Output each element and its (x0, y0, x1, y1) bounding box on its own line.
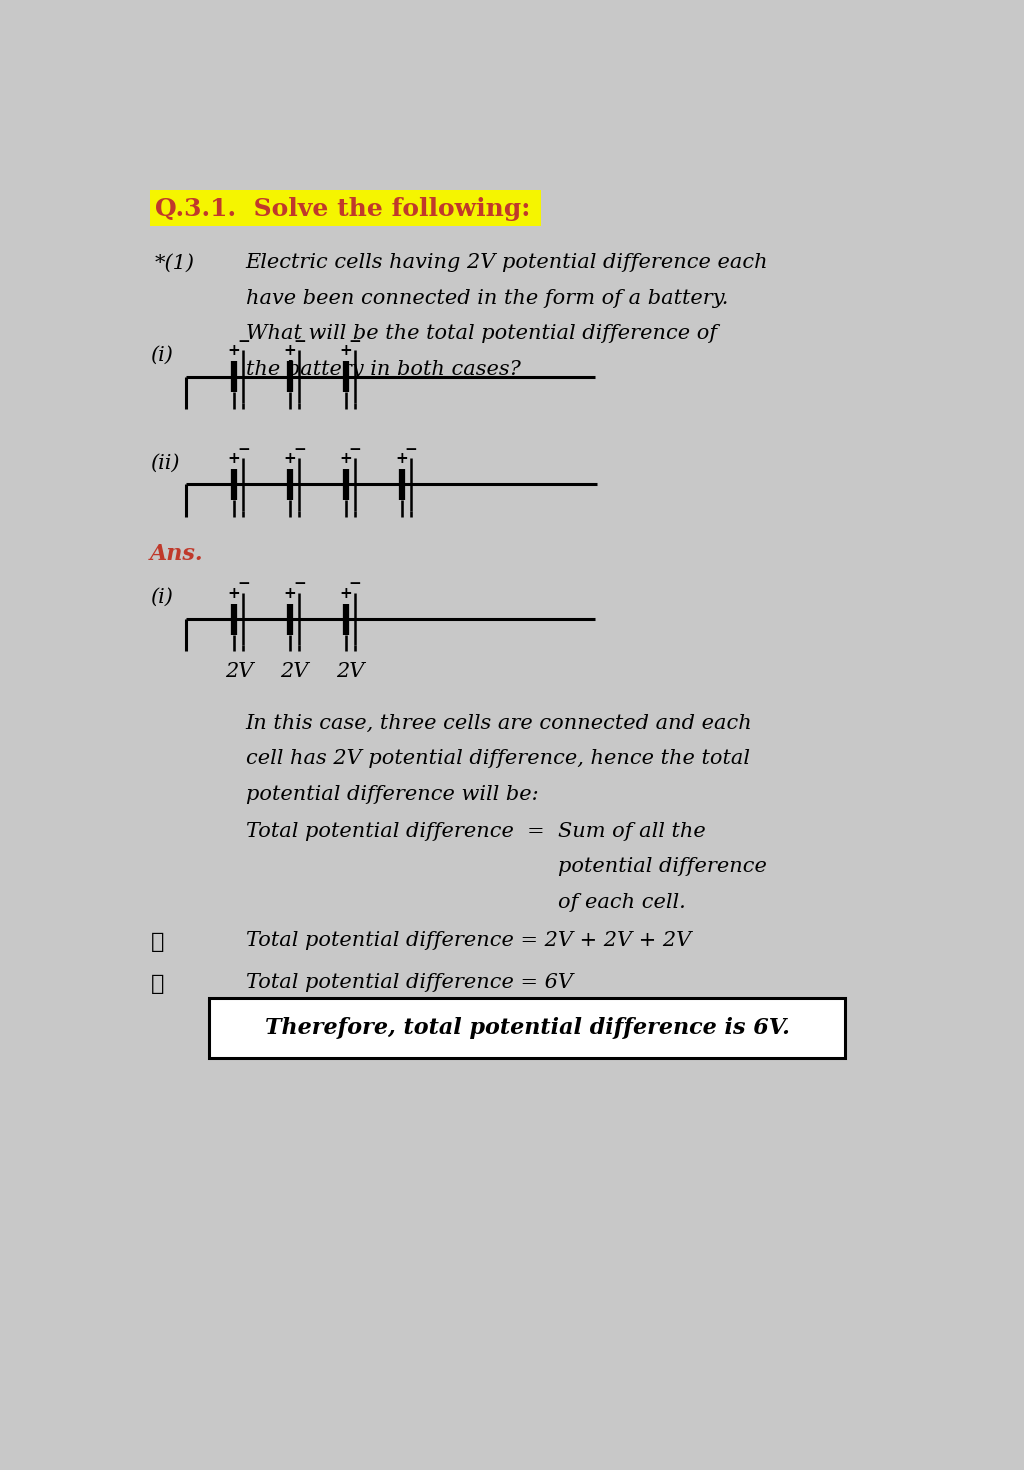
Text: +: + (227, 585, 241, 601)
Text: +: + (284, 343, 296, 359)
FancyBboxPatch shape (209, 998, 845, 1058)
Text: −: − (349, 576, 361, 591)
Text: Q.3.1.  Solve the following:: Q.3.1. Solve the following: (155, 197, 530, 220)
Text: the battery in both cases?: the battery in both cases? (246, 360, 520, 379)
Text: +: + (284, 585, 296, 601)
Text: cell has 2V potential difference, hence the total: cell has 2V potential difference, hence … (246, 750, 750, 769)
Text: −: − (238, 441, 250, 457)
Text: +: + (395, 451, 408, 466)
Text: −: − (293, 576, 305, 591)
Text: of each cell.: of each cell. (558, 892, 686, 911)
Text: +: + (339, 585, 352, 601)
Text: +: + (227, 343, 241, 359)
Text: potential difference: potential difference (558, 857, 767, 876)
Text: (ii): (ii) (150, 453, 179, 472)
Text: Total potential difference = 2V + 2V + 2V: Total potential difference = 2V + 2V + 2… (246, 931, 691, 950)
Text: Ans.: Ans. (150, 542, 204, 564)
Text: −: − (293, 334, 305, 348)
Text: What will be the total potential difference of: What will be the total potential differe… (246, 325, 717, 343)
Text: have been connected in the form of a battery.: have been connected in the form of a bat… (246, 288, 728, 307)
Text: (i): (i) (150, 345, 173, 365)
Text: +: + (227, 451, 241, 466)
Text: 2V: 2V (336, 663, 365, 681)
Text: potential difference will be:: potential difference will be: (246, 785, 539, 804)
Text: −: − (238, 576, 250, 591)
Text: +: + (339, 343, 352, 359)
FancyBboxPatch shape (150, 190, 541, 226)
Text: 2V: 2V (224, 663, 253, 681)
Text: *(1): *(1) (155, 253, 196, 272)
Text: (i): (i) (150, 588, 173, 607)
Text: Sum of all the: Sum of all the (558, 822, 706, 841)
Text: Electric cells having 2V potential difference each: Electric cells having 2V potential diffe… (246, 253, 768, 272)
Text: −: − (349, 334, 361, 348)
Text: 2V: 2V (281, 663, 309, 681)
Text: In this case, three cells are connected and each: In this case, three cells are connected … (246, 714, 753, 734)
Text: ∴: ∴ (151, 973, 164, 995)
Text: +: + (284, 451, 296, 466)
Text: ∴: ∴ (151, 931, 164, 953)
Text: −: − (404, 441, 417, 457)
Text: Therefore, total potential difference is 6V.: Therefore, total potential difference is… (264, 1017, 790, 1039)
Text: +: + (339, 451, 352, 466)
Text: Total potential difference = 6V: Total potential difference = 6V (246, 973, 572, 992)
Text: −: − (349, 441, 361, 457)
Text: Total potential difference  =: Total potential difference = (246, 822, 545, 841)
Text: −: − (238, 334, 250, 348)
Text: −: − (293, 441, 305, 457)
